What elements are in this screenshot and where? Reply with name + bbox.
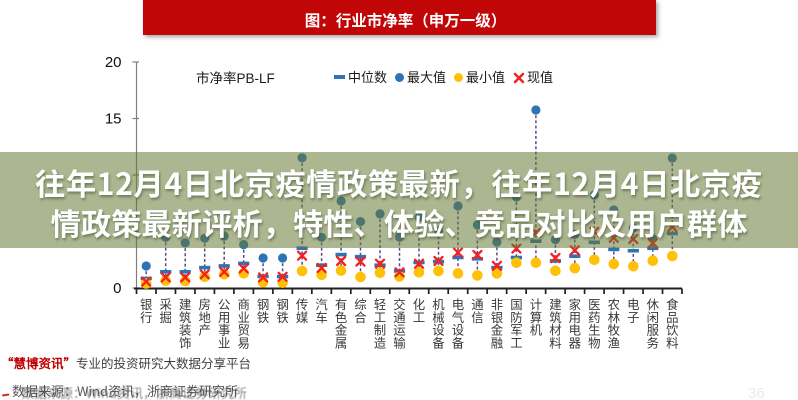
svg-text:农林牧渔: 农林牧渔 xyxy=(608,295,621,352)
svg-text:计算机: 计算机 xyxy=(530,295,543,339)
svg-text:15: 15 xyxy=(105,108,122,129)
svg-text:汽车: 汽车 xyxy=(315,295,327,326)
svg-text:食品饮料: 食品饮料 xyxy=(666,295,679,352)
svg-text:建筑装饰: 建筑装饰 xyxy=(179,295,192,352)
svg-text:采掘: 采掘 xyxy=(160,295,172,326)
svg-text:医药生物: 医药生物 xyxy=(588,295,600,352)
svg-text:钢铁: 钢铁 xyxy=(257,295,269,326)
svg-text:休闲服务: 休闲服务 xyxy=(647,295,660,352)
svg-text:电子: 电子 xyxy=(627,295,639,326)
svg-text:房地产: 房地产 xyxy=(199,295,211,339)
svg-text:国防军工: 国防军工 xyxy=(510,295,522,352)
svg-text:非银金融: 非银金融 xyxy=(491,295,504,352)
svg-text:银行: 银行 xyxy=(140,295,152,326)
svg-text:电气设备: 电气设备 xyxy=(452,295,465,352)
svg-text:有色金属: 有色金属 xyxy=(335,295,348,352)
svg-text:交通运输: 交通运输 xyxy=(393,295,406,352)
svg-text:传媒: 传媒 xyxy=(296,295,309,326)
svg-text:公用事业: 公用事业 xyxy=(218,295,230,352)
svg-text:商业贸易: 商业贸易 xyxy=(238,295,250,352)
svg-text:建筑材料: 建筑材料 xyxy=(549,295,562,352)
svg-text:综合: 综合 xyxy=(354,295,366,326)
svg-text:0: 0 xyxy=(113,277,121,298)
svg-text:20: 20 xyxy=(105,51,122,72)
svg-text:通信: 通信 xyxy=(471,295,483,326)
svg-text:钢铁: 钢铁 xyxy=(276,295,288,326)
svg-text:机械设备: 机械设备 xyxy=(432,295,445,352)
svg-text:化工: 化工 xyxy=(413,295,425,326)
svg-text:轻工制造: 轻工制造 xyxy=(374,295,387,352)
svg-text:家用电器: 家用电器 xyxy=(569,295,582,352)
